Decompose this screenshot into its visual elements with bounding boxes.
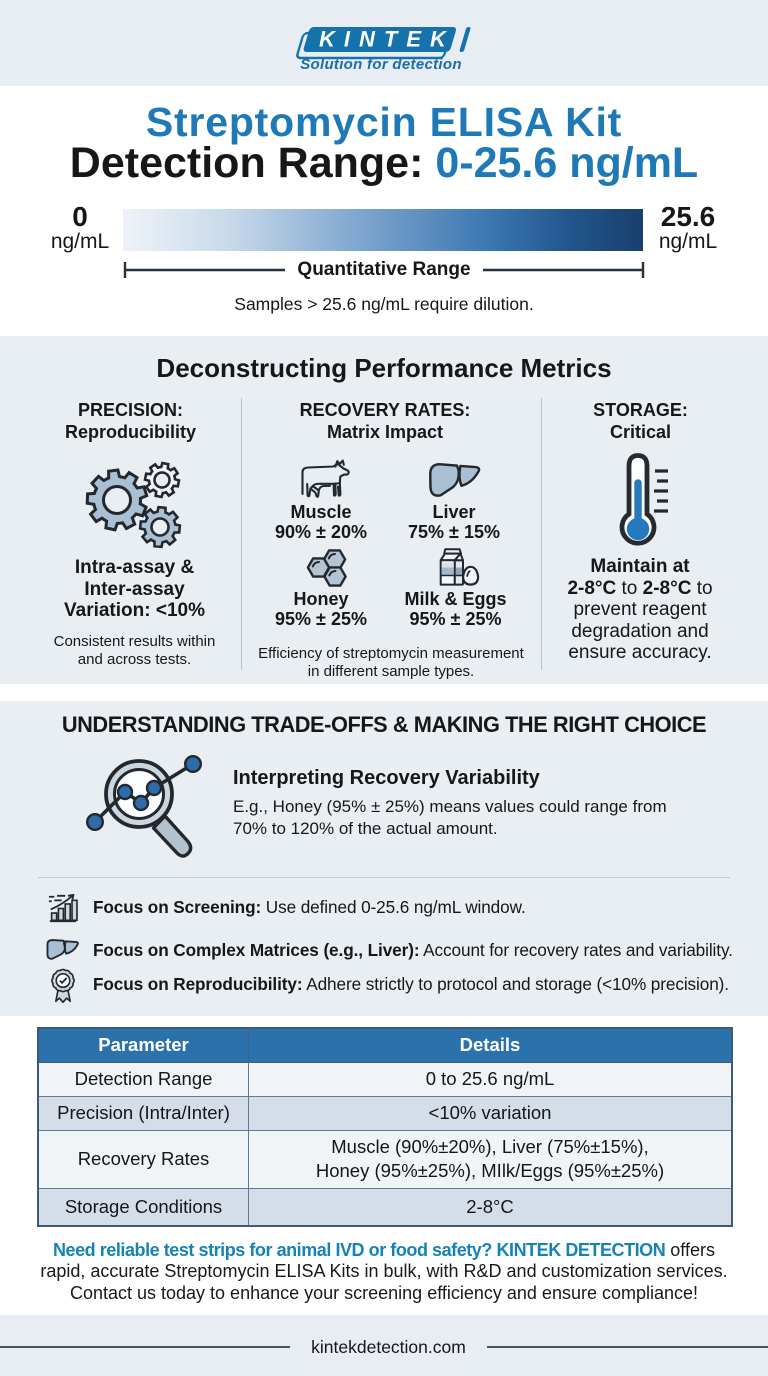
svg-text:KINTEK: KINTEK <box>319 27 455 52</box>
